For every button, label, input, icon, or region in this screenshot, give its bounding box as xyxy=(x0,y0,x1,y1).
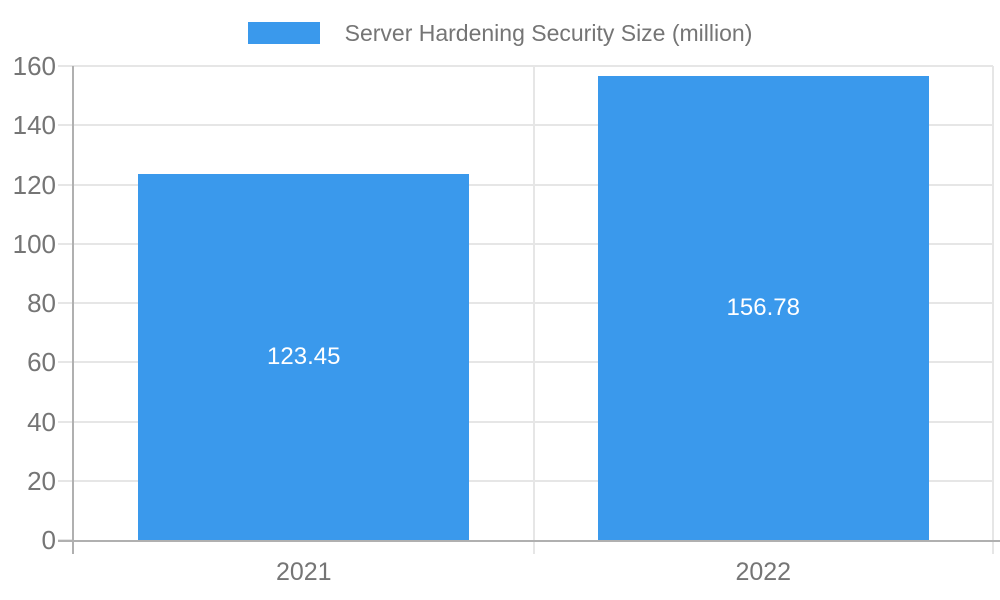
gridline-horizontal xyxy=(58,479,993,482)
y-axis-tick-label: 120 xyxy=(12,169,56,200)
gridline-horizontal xyxy=(58,124,993,127)
y-axis-tick-label: 100 xyxy=(12,228,56,259)
bar[interactable]: 123.45 xyxy=(138,174,470,540)
gridline-vertical xyxy=(532,66,535,554)
gridline-horizontal xyxy=(58,65,993,67)
y-axis-line xyxy=(72,66,74,554)
gridline-horizontal xyxy=(58,183,993,186)
bar[interactable]: 156.78 xyxy=(597,75,929,540)
bar-value-label: 123.45 xyxy=(267,343,341,371)
y-axis-tick-label: 40 xyxy=(27,406,56,437)
y-axis-tick-label: 160 xyxy=(12,51,56,81)
plot-area: 0 20 40 60 80 100 120 140 160 123.45 2021 156.78 202… xyxy=(13,53,1000,586)
legend[interactable]: Server Hardening Security Size (million) xyxy=(0,18,1000,48)
x-axis-line xyxy=(58,540,1000,542)
gridline-horizontal xyxy=(58,361,993,364)
y-axis-tick-label: 80 xyxy=(27,288,56,318)
gridline-horizontal xyxy=(58,242,993,245)
y-axis-tick-label: 20 xyxy=(27,465,56,496)
y-axis-tick-label: 140 xyxy=(12,110,56,141)
gridline-horizontal xyxy=(58,302,993,304)
legend-label[interactable]: Server Hardening Security Size (million) xyxy=(344,19,753,46)
y-axis-tick-label: 60 xyxy=(27,347,56,378)
x-axis-tick-label: 2021 xyxy=(275,558,332,586)
legend-swatch[interactable] xyxy=(247,22,320,44)
gridline-vertical xyxy=(992,66,994,554)
y-axis-tick-label: 0 xyxy=(41,525,56,555)
gridline-horizontal xyxy=(58,420,993,423)
bar-value-label: 156.78 xyxy=(726,293,800,321)
x-axis-tick-label: 2022 xyxy=(735,558,792,586)
